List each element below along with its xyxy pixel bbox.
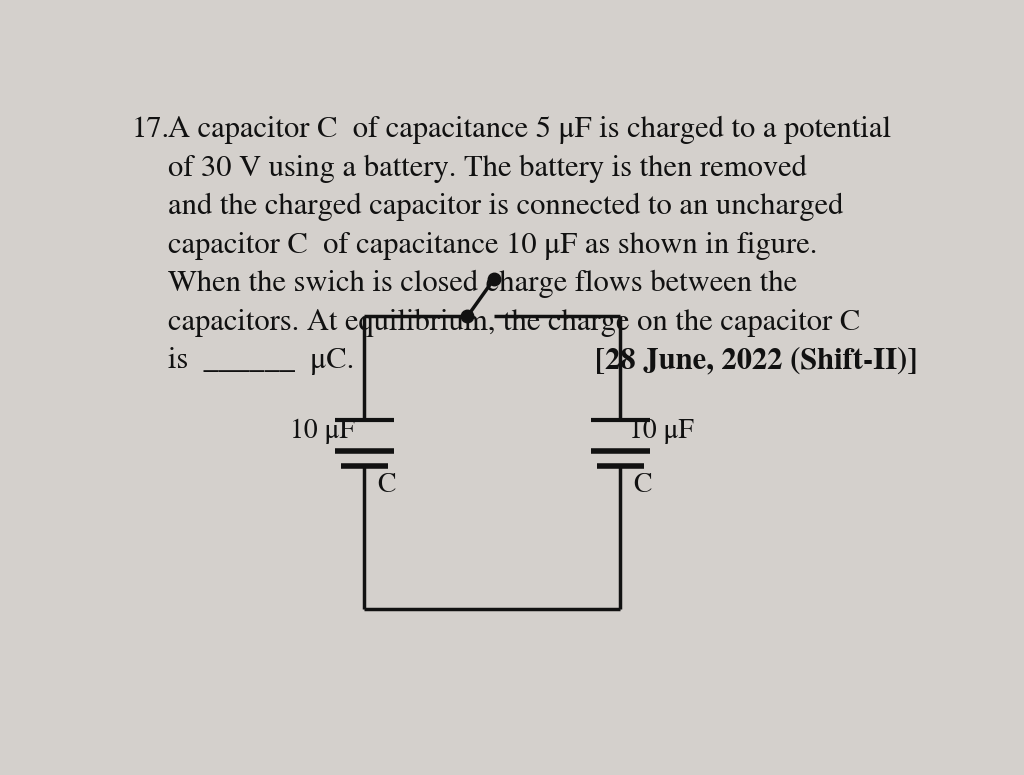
Text: C₁: C₁ bbox=[378, 473, 403, 498]
Text: of 30 V using a battery. The battery is then removed: of 30 V using a battery. The battery is … bbox=[168, 154, 807, 183]
Text: 10 μF: 10 μF bbox=[630, 419, 694, 445]
Text: is  ______  μC.: is ______ μC. bbox=[168, 347, 354, 375]
Text: When the swich is closed charge flows between the: When the swich is closed charge flows be… bbox=[168, 270, 798, 298]
Text: C₂: C₂ bbox=[634, 473, 659, 498]
Text: and the charged capacitor is connected to an uncharged: and the charged capacitor is connected t… bbox=[168, 193, 844, 222]
Text: [28 June, 2022 (Shift-II)]: [28 June, 2022 (Shift-II)] bbox=[595, 347, 916, 374]
Text: capacitor C₂ of capacitance 10 μF as shown in figure.: capacitor C₂ of capacitance 10 μF as sho… bbox=[168, 232, 818, 260]
Text: 17.: 17. bbox=[132, 116, 170, 144]
Text: capacitors. At equilibrium, the charge on the capacitor C₂: capacitors. At equilibrium, the charge o… bbox=[168, 308, 868, 337]
Text: 10 μF: 10 μF bbox=[291, 419, 355, 445]
Text: A capacitor C₁ of capacitance 5 μF is charged to a potential: A capacitor C₁ of capacitance 5 μF is ch… bbox=[168, 116, 891, 144]
